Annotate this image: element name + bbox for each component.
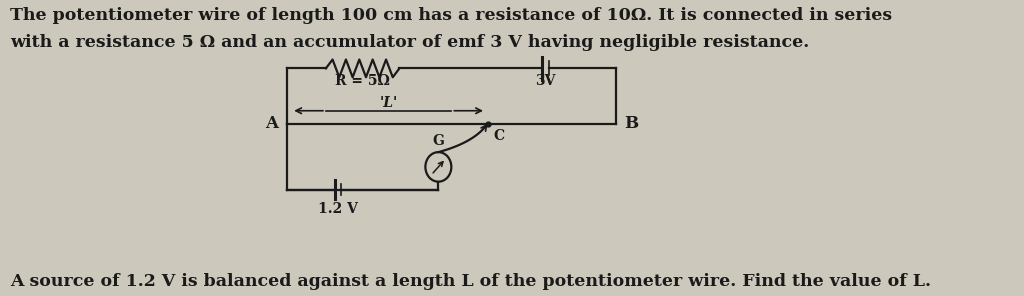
Text: with a resistance 5 Ω and an accumulator of emf 3 V having negligible resistance: with a resistance 5 Ω and an accumulator… — [10, 34, 809, 51]
Text: 3V: 3V — [536, 74, 556, 88]
Text: A source of 1.2 V is balanced against a length L of the potentiometer wire. Find: A source of 1.2 V is balanced against a … — [10, 273, 931, 290]
Text: 1.2 V: 1.2 V — [317, 202, 357, 216]
Text: A: A — [265, 115, 279, 132]
Text: G: G — [432, 134, 444, 148]
Text: C: C — [494, 129, 505, 144]
Circle shape — [425, 152, 452, 182]
Text: R = 5Ω: R = 5Ω — [335, 74, 390, 88]
Text: The potentiometer wire of length 100 cm has a resistance of 10Ω. It is connected: The potentiometer wire of length 100 cm … — [10, 7, 892, 24]
Text: 'L': 'L' — [380, 96, 397, 110]
Text: B: B — [625, 115, 639, 132]
